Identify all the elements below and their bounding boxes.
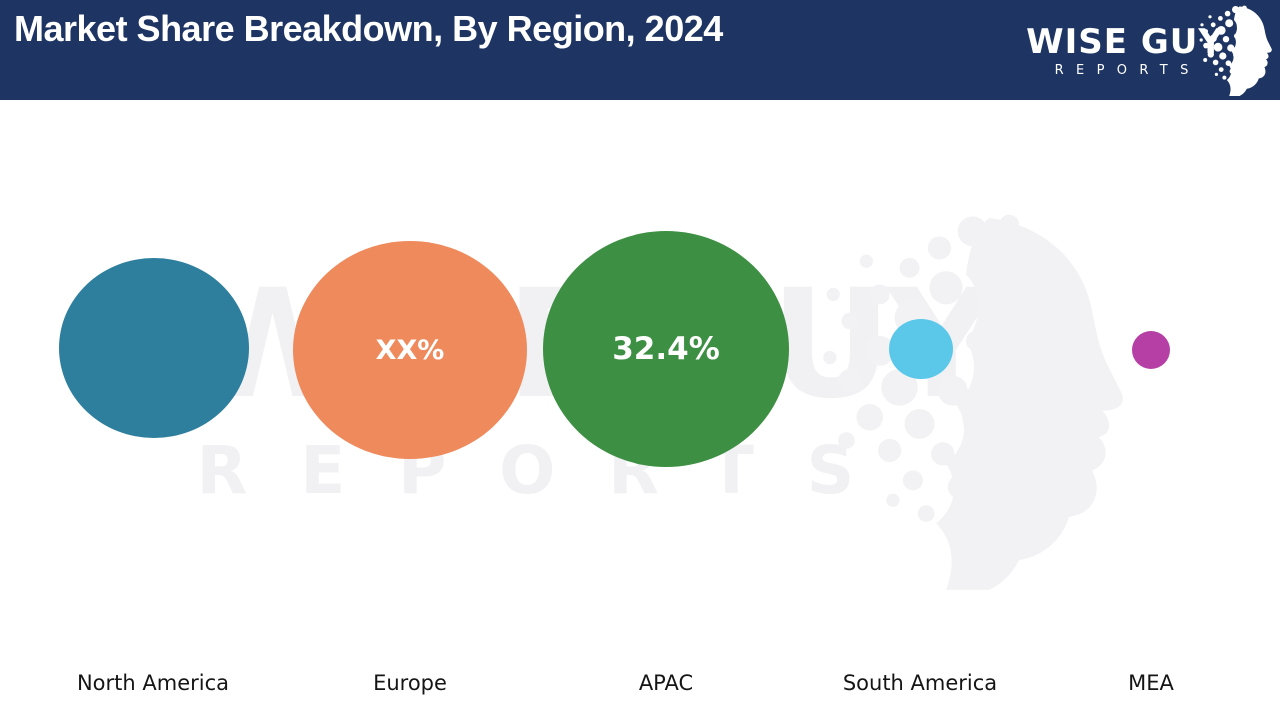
bubble-south-america <box>889 319 953 379</box>
logo-text: WISE GUY REPORTS <box>1026 22 1224 78</box>
category-label-north-america: North America <box>76 671 230 695</box>
bubble-mea <box>1132 331 1170 369</box>
watermark-head-silhouette-icon <box>823 214 1123 590</box>
logo-tagline: REPORTS <box>1054 63 1201 78</box>
bubble-value-europe: XX% <box>375 334 445 366</box>
bubble-apac: 32.4% <box>543 231 789 467</box>
category-label-mea: MEA <box>1128 671 1174 695</box>
logo-name: WISE GUY <box>1026 22 1224 62</box>
head-silhouette-icon <box>1199 5 1272 96</box>
category-label-europe: Europe <box>373 671 447 695</box>
wise-guy-logo: WISE GUY REPORTS <box>1026 2 1274 98</box>
page-title: Market Share Breakdown, By Region, 2024 <box>14 8 723 49</box>
header-bar: Market Share Breakdown, By Region, 2024 … <box>0 0 1280 100</box>
category-label-south-america: South America <box>842 671 998 695</box>
category-label-apac: APAC <box>638 671 694 695</box>
bubble-north-america <box>59 258 249 438</box>
bubble-value-apac: 32.4% <box>612 331 720 367</box>
bubble-chart: WISE GUY REPORTS XX% 32.4% <box>0 100 1280 720</box>
bubble-europe: XX% <box>293 241 527 459</box>
